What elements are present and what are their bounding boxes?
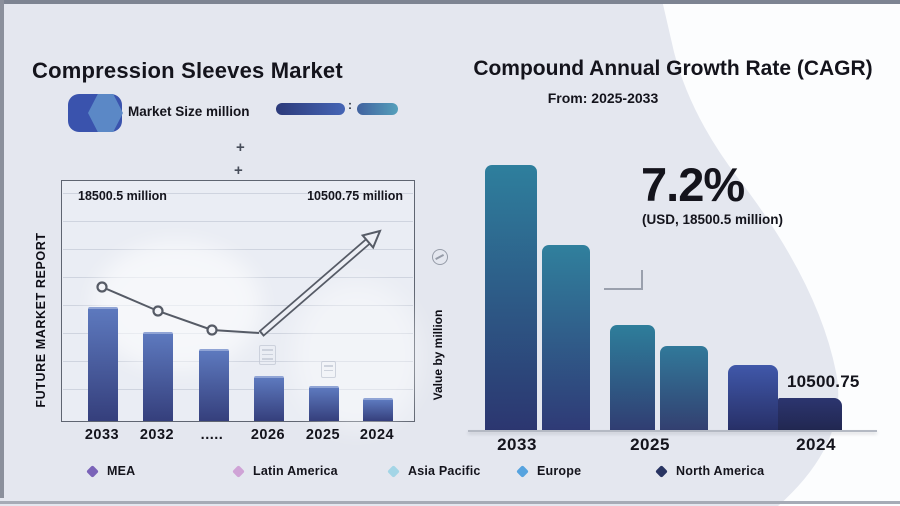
legend-item-asia-pacific: Asia Pacific — [387, 463, 481, 479]
gradient-pill-dark — [276, 103, 345, 115]
cagr-note: (USD, 18500.5 million) — [642, 212, 784, 227]
legend-label: Asia Pacific — [408, 464, 481, 478]
frame-bottom-border — [0, 501, 900, 504]
market-size-label: Market Size million — [128, 104, 250, 119]
bar-gap-notch — [655, 346, 660, 393]
page-title: Compression Sleeves Market — [32, 58, 343, 83]
right-x-axis-labels: 2033 2025 2024 — [470, 435, 880, 457]
future-market-report-label: FUTURE MARKET REPORT — [34, 232, 48, 408]
legend-diamond-icon — [655, 464, 668, 478]
decorative-blob — [92, 241, 262, 371]
legend-item-mea: MEA — [86, 463, 136, 479]
circle-minus-icon — [432, 249, 448, 265]
plus-mark-bottom: + — [234, 162, 243, 179]
frame-left-border — [0, 0, 4, 498]
cagr-bar-2033 — [485, 165, 537, 431]
cagr-bar-2024 — [728, 365, 778, 431]
legend-item-north-america: North America — [655, 463, 765, 479]
value-2024-label: 10500.75 million — [307, 189, 403, 203]
x-axis-label: 2026 — [250, 427, 286, 443]
legend-label: MEA — [107, 464, 136, 478]
x-axis-label: 2025 — [630, 435, 670, 454]
legend-item-latin-america: Latin America — [232, 463, 338, 479]
cagr-chart — [470, 160, 880, 431]
market-size-bar — [363, 398, 393, 421]
legend-label: North America — [676, 464, 765, 478]
cagr-subtitle: From: 2025-2033 — [547, 90, 659, 106]
x-axis-label: 2024 — [796, 435, 836, 454]
x-axis-label: 2033 — [497, 435, 537, 454]
pill-colon: : — [348, 98, 352, 112]
value-2033-label: 18500.5 million — [78, 189, 167, 203]
market-size-bar — [309, 386, 339, 421]
cagr-bar-2025 — [610, 325, 655, 431]
x-axis-label: 2024 — [359, 427, 395, 443]
trend-line-and-arrow — [96, 229, 382, 337]
bar-value-2024: 10500.75 — [787, 372, 860, 391]
value-by-million-label: Value by million — [431, 309, 445, 401]
market-size-bar — [143, 332, 173, 421]
cagr-bar-2033 — [542, 245, 590, 431]
left-bars — [62, 181, 414, 421]
cagr-title: Compound Annual Growth Rate (CAGR) — [473, 57, 873, 80]
x-axis-label: 2025 — [305, 427, 341, 443]
document-watermark-icon — [321, 361, 336, 378]
x-axis-label: 2032 — [139, 427, 175, 443]
market-size-bar — [254, 376, 284, 421]
x-axis-label: 2033 — [84, 427, 120, 443]
legend-diamond-icon — [232, 464, 245, 478]
corner-bracket-decoration — [604, 270, 643, 290]
market-size-bar — [88, 307, 118, 421]
gradient-pill-teal — [357, 103, 398, 115]
legend-diamond-icon — [516, 464, 529, 478]
bar-gap-notch — [537, 245, 542, 378]
cagr-axis-line — [468, 430, 877, 432]
cagr-bar-2024 — [778, 398, 842, 431]
frame-top-border — [0, 0, 900, 4]
legend-label: Europe — [537, 464, 582, 478]
cagr-bar-2025 — [660, 346, 708, 431]
market-size-chart — [61, 180, 422, 431]
legend-item-europe: Europe — [516, 463, 582, 479]
x-axis-label: ..... — [200, 427, 224, 443]
legend-label: Latin America — [253, 464, 338, 478]
left-x-axis-labels: 2033 2032..... 2026 2025 2024 — [61, 427, 415, 447]
document-watermark-icon — [259, 345, 276, 365]
cagr-value: 7.2% — [641, 158, 745, 211]
legend-diamond-icon — [86, 464, 99, 478]
market-size-bar — [199, 349, 229, 421]
legend-diamond-icon — [387, 464, 400, 478]
plus-mark-top: + — [236, 139, 245, 156]
